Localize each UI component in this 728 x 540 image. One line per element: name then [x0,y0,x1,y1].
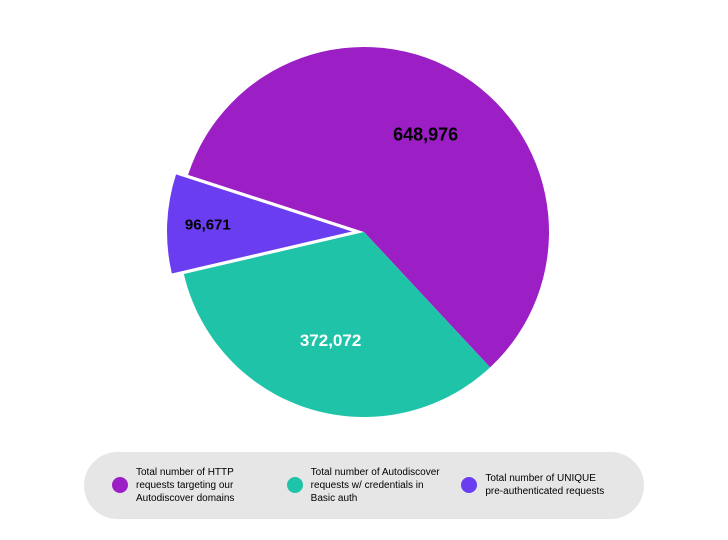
legend-text-2: Total number of UNIQUE pre-authenticated… [485,472,616,498]
pie-chart-svg [154,22,574,442]
legend-container: Total number of HTTP requests targeting … [84,452,644,519]
legend-text-0: Total number of HTTP requests targeting … [136,466,267,505]
legend-dot-icon [461,477,477,493]
legend-dot-icon [287,477,303,493]
legend-item-0: Total number of HTTP requests targeting … [112,466,267,505]
legend-dot-icon [112,477,128,493]
legend-text-1: Total number of Autodiscover requests w/… [311,466,442,505]
pie-chart-container: 648,976372,07296,671 [154,22,574,442]
legend-item-1: Total number of Autodiscover requests w/… [287,466,442,505]
legend-item-2: Total number of UNIQUE pre-authenticated… [461,472,616,498]
